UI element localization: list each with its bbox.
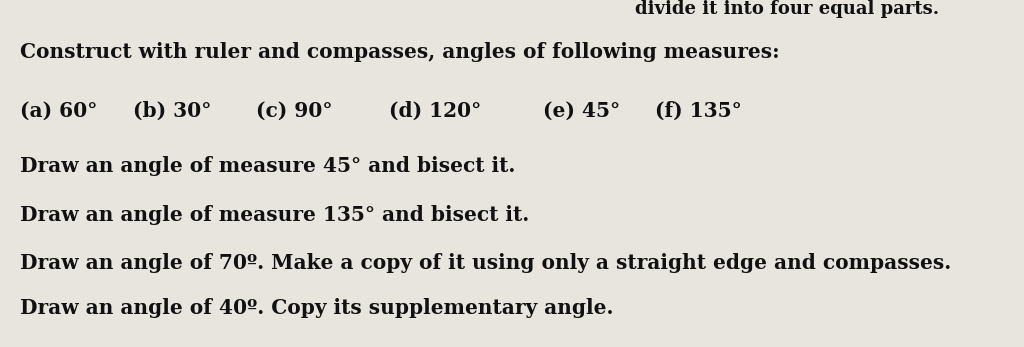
Text: (a) 60°: (a) 60°: [20, 101, 98, 121]
Text: (d) 120°: (d) 120°: [389, 101, 481, 121]
Text: (b) 30°: (b) 30°: [133, 101, 212, 121]
Text: (e) 45°: (e) 45°: [543, 101, 620, 121]
Text: Draw an angle of 70º. Make a copy of it using only a straight edge and compasses: Draw an angle of 70º. Make a copy of it …: [20, 253, 951, 273]
Text: Draw an angle of 40º. Copy its supplementary angle.: Draw an angle of 40º. Copy its supplemen…: [20, 298, 614, 319]
Text: (c) 90°: (c) 90°: [256, 101, 333, 121]
Text: Draw an angle of measure 45° and bisect it.: Draw an angle of measure 45° and bisect …: [20, 156, 516, 176]
Text: divide it into four equal parts.: divide it into four equal parts.: [635, 0, 939, 18]
Text: (f) 135°: (f) 135°: [655, 101, 742, 121]
Text: Draw an angle of measure 135° and bisect it.: Draw an angle of measure 135° and bisect…: [20, 205, 529, 225]
Text: Construct with ruler and compasses, angles of following measures:: Construct with ruler and compasses, angl…: [20, 42, 780, 62]
